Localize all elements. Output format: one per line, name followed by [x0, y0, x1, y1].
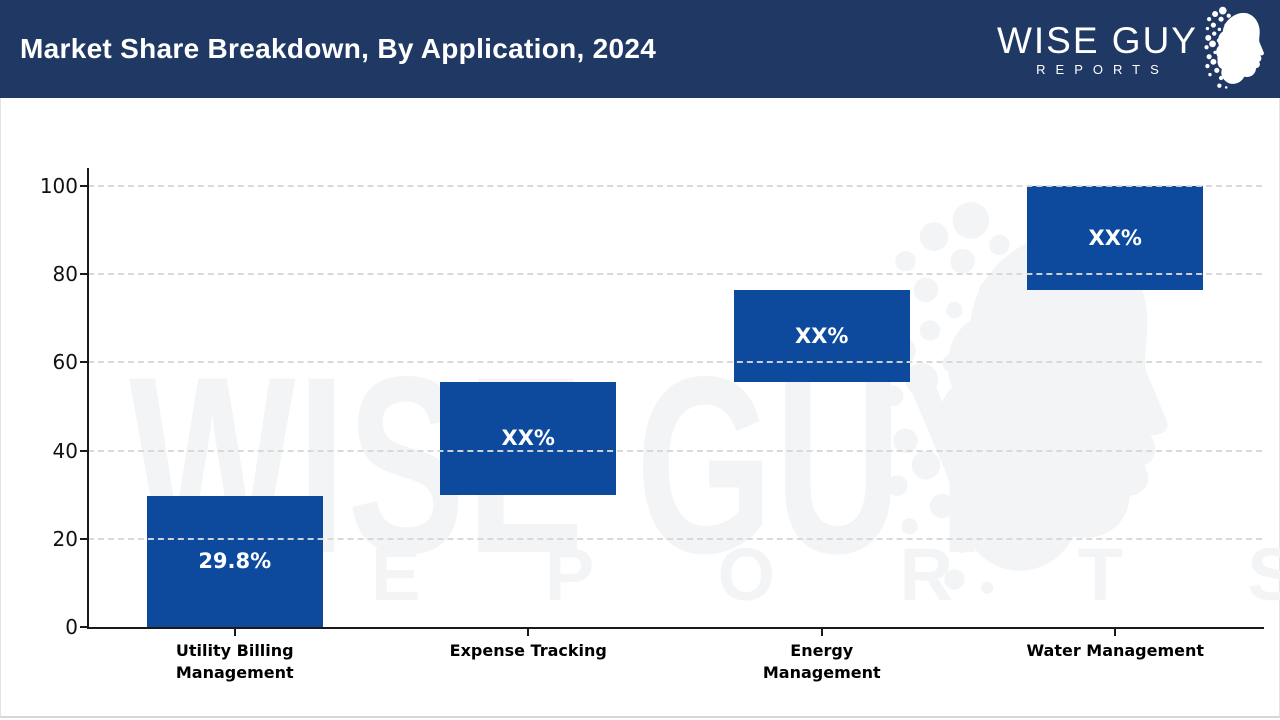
gridline [88, 185, 1262, 187]
x-tick-mark [820, 629, 823, 636]
y-tick-mark [80, 185, 88, 187]
bar-water-management: XX% [1027, 186, 1204, 290]
y-tick-label: 40 [52, 438, 78, 463]
gridline [88, 361, 1262, 364]
brand-face-icon [1204, 6, 1264, 89]
page-title: Market Share Breakdown, By Application, … [20, 33, 657, 64]
bar-expense-tracking: XX% [440, 382, 617, 495]
x-label-expense-tracking: Expense Tracking [449, 641, 607, 660]
y-tick-label: 0 [65, 615, 78, 639]
x-label-water-management: Water Management [1026, 641, 1205, 660]
y-tick-label: 60 [52, 350, 78, 375]
y-tick-label: 20 [52, 526, 78, 551]
bar-value-label: 29.8% [198, 549, 272, 574]
x-tick-mark [527, 629, 530, 636]
x-axis [87, 627, 1264, 629]
header-bar: Market Share Breakdown, By Application, … [0, 0, 1280, 98]
brand-name: WISE GUY [996, 20, 1198, 61]
y-tick-mark [80, 361, 88, 364]
bar-value-label: XX% [501, 426, 555, 451]
brand-logo-text: WISE GUY REPORTS [997, 22, 1198, 76]
gridline [88, 537, 1262, 540]
y-tick-label: 100 [39, 174, 78, 198]
bar-utility-billing-management: 29.8% [146, 495, 323, 627]
brand-logo: WISE GUY REPORTS [997, 0, 1268, 98]
gridline [88, 273, 1262, 276]
y-tick-mark [80, 537, 88, 540]
y-tick-mark [80, 449, 88, 452]
brand-subtitle: REPORTS [1036, 62, 1169, 77]
watermark-subtext: R E P O R T S [193, 533, 1280, 616]
y-tick-label: 80 [52, 262, 78, 287]
y-tick-mark [80, 626, 88, 628]
x-label-energy-management: Energy Management [762, 641, 881, 682]
bar-value-label: XX% [795, 323, 849, 348]
gridline [88, 449, 1262, 452]
x-tick-mark [233, 629, 236, 636]
y-axis [87, 168, 89, 629]
x-tick-mark [1114, 629, 1117, 636]
x-label-utility-billing-management: Utility Billing Management [175, 641, 294, 682]
bar-energy-management: XX% [733, 289, 910, 383]
y-tick-mark [80, 273, 88, 276]
bar-value-label: XX% [1088, 225, 1142, 250]
